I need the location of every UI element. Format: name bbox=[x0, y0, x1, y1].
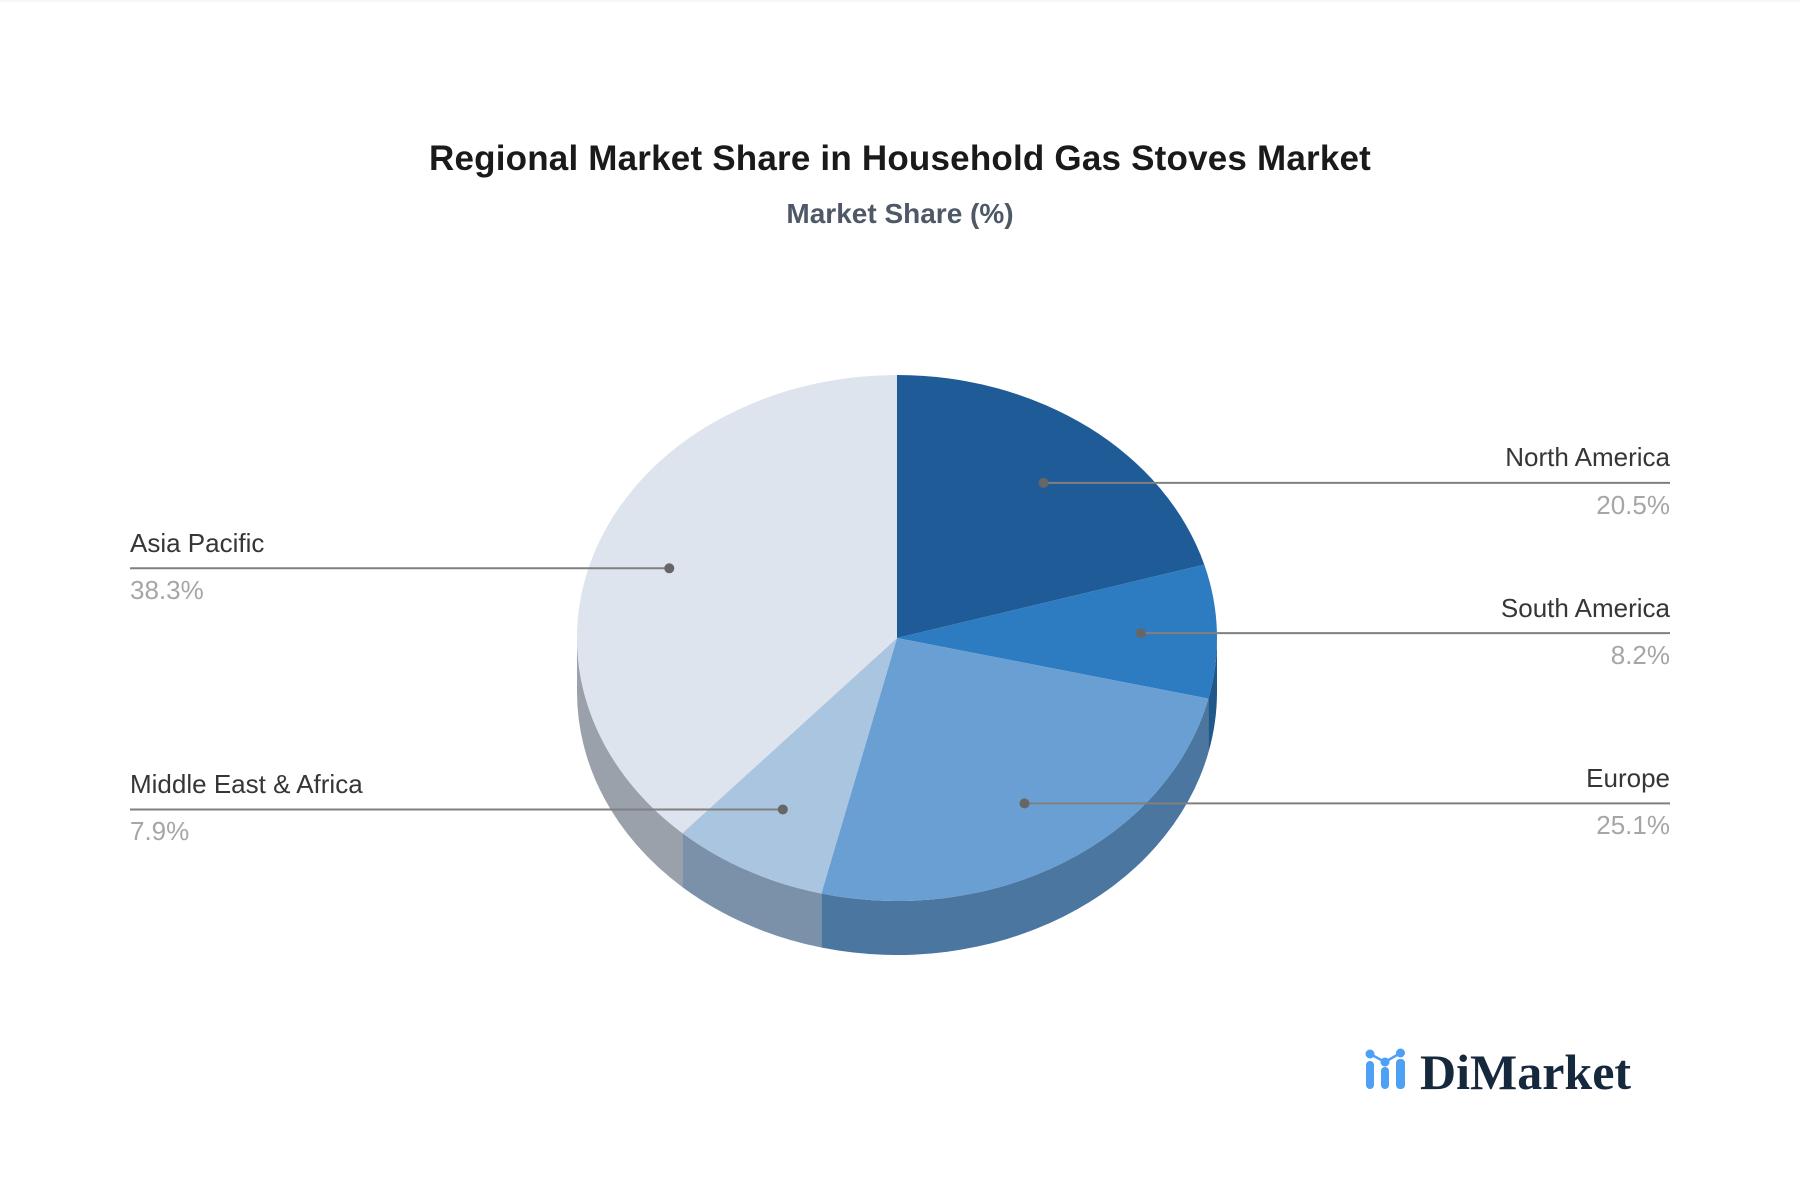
pie-slice-north-america[interactable] bbox=[897, 375, 1205, 638]
value-north-america: 20.5% bbox=[1596, 489, 1670, 520]
value-europe: 25.1% bbox=[1596, 810, 1670, 841]
pie-slice-side-south-america bbox=[1208, 638, 1217, 753]
chart-title: Regional Market Share in Household Gas S… bbox=[428, 139, 1372, 178]
pie-slice-side-middle-east-africa bbox=[682, 833, 822, 948]
leader-dot-north-america bbox=[1038, 477, 1049, 488]
leader-dot-asia-pacific bbox=[664, 563, 675, 574]
value-middle-east-africa: 7.9% bbox=[130, 816, 190, 847]
label-south-america: South America bbox=[1500, 592, 1670, 623]
chart-subtitle: Market Share (%) bbox=[786, 198, 1014, 229]
dimarket-logo-icon bbox=[1365, 1048, 1405, 1089]
pie-slice-south-america[interactable] bbox=[897, 564, 1217, 699]
pie-slice-europe[interactable] bbox=[821, 638, 1209, 901]
leader-dot-europe bbox=[1019, 798, 1030, 809]
pie-slice-asia-pacific[interactable] bbox=[577, 375, 897, 834]
pie-slice-middle-east-africa[interactable] bbox=[682, 638, 897, 894]
leader-dot-middle-east-africa bbox=[777, 804, 788, 815]
value-south-america: 8.2% bbox=[1610, 640, 1670, 671]
value-asia-pacific: 38.3% bbox=[130, 575, 204, 606]
label-north-america: North America bbox=[1505, 442, 1670, 473]
label-asia-pacific: Asia Pacific bbox=[130, 527, 265, 558]
label-europe: Europe bbox=[1586, 762, 1670, 793]
leader-dot-south-america bbox=[1135, 628, 1146, 639]
pie-slice-side-europe bbox=[821, 698, 1209, 955]
dimarket-logo-text: DiMarket bbox=[1420, 1044, 1632, 1100]
label-middle-east-africa: Middle East & Africa bbox=[130, 768, 363, 799]
pie-slice-side-asia-pacific bbox=[577, 638, 683, 888]
